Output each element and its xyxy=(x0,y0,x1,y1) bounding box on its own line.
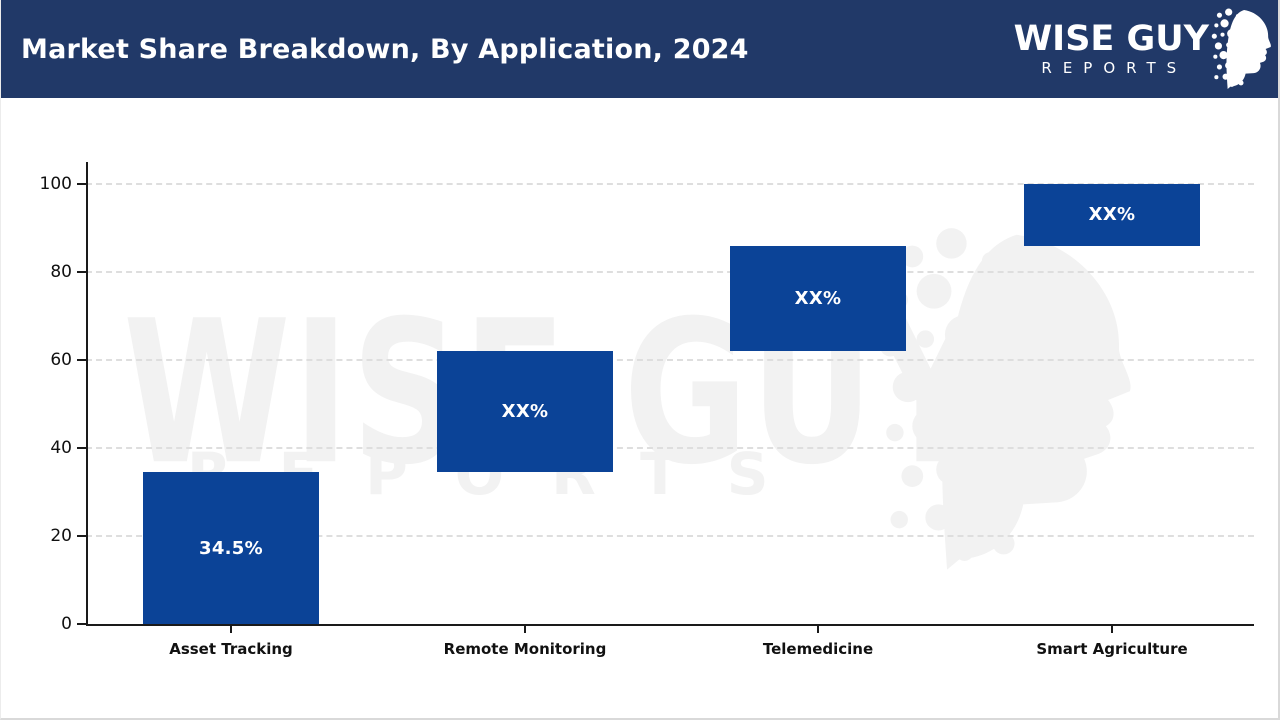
x-tick xyxy=(1111,626,1113,633)
gridline-40 xyxy=(86,447,1254,449)
y-tick-20 xyxy=(77,535,86,537)
header: Market Share Breakdown, By Application, … xyxy=(1,0,1278,98)
x-tick xyxy=(524,626,526,633)
gridline-100 xyxy=(86,183,1254,185)
y-tick-40 xyxy=(77,447,86,449)
page-title: Market Share Breakdown, By Application, … xyxy=(21,33,749,65)
y-tick-100 xyxy=(77,183,86,185)
wiseguy-face-icon xyxy=(1211,8,1271,89)
x-category-label: Asset Tracking xyxy=(169,640,293,658)
bar-value-label: XX% xyxy=(794,287,842,309)
x-tick xyxy=(230,626,232,633)
gridline-60 xyxy=(86,359,1254,361)
brand-logo: WISE GUY REPORTS xyxy=(1014,6,1273,92)
watermark-face-icon xyxy=(879,228,1131,570)
bar-value-label: XX% xyxy=(501,401,549,423)
y-axis-line xyxy=(86,162,88,626)
bar-value-label: 34.5% xyxy=(199,537,263,559)
gridline-80 xyxy=(86,271,1254,273)
y-tick-80 xyxy=(77,271,86,273)
bar-asset-tracking: 34.5% xyxy=(143,472,319,624)
x-category-label: Remote Monitoring xyxy=(443,640,607,658)
y-tick-label: 40 xyxy=(50,438,72,458)
chart-area: WISE GUY REPORTS 34.5% XX% XX% XX% 0 20 40 60 80… xyxy=(1,98,1278,718)
brand-logo-text: WISE GUY REPORTS xyxy=(1014,21,1209,77)
y-tick-label: 0 xyxy=(61,614,72,634)
x-category-label: Telemedicine xyxy=(762,640,874,658)
x-category-label: Smart Agriculture xyxy=(1036,640,1188,658)
brand-subname: REPORTS xyxy=(1041,59,1188,77)
brand-name: WISE GUY xyxy=(1013,19,1209,59)
bar-value-label: XX% xyxy=(1088,204,1136,226)
y-tick-label: 60 xyxy=(50,350,72,370)
y-tick-label: 100 xyxy=(39,174,72,194)
y-tick-0 xyxy=(77,623,86,625)
y-tick-label: 80 xyxy=(50,262,72,282)
bar-telemedicine: XX% xyxy=(730,245,906,352)
bar-smart-agriculture: XX% xyxy=(1024,184,1200,246)
bar-remote-monitoring: XX% xyxy=(437,351,613,473)
gridline-20 xyxy=(86,535,1254,537)
x-axis-line xyxy=(86,624,1254,626)
y-tick-label: 20 xyxy=(50,526,72,546)
x-tick xyxy=(817,626,819,633)
y-tick-60 xyxy=(77,359,86,361)
